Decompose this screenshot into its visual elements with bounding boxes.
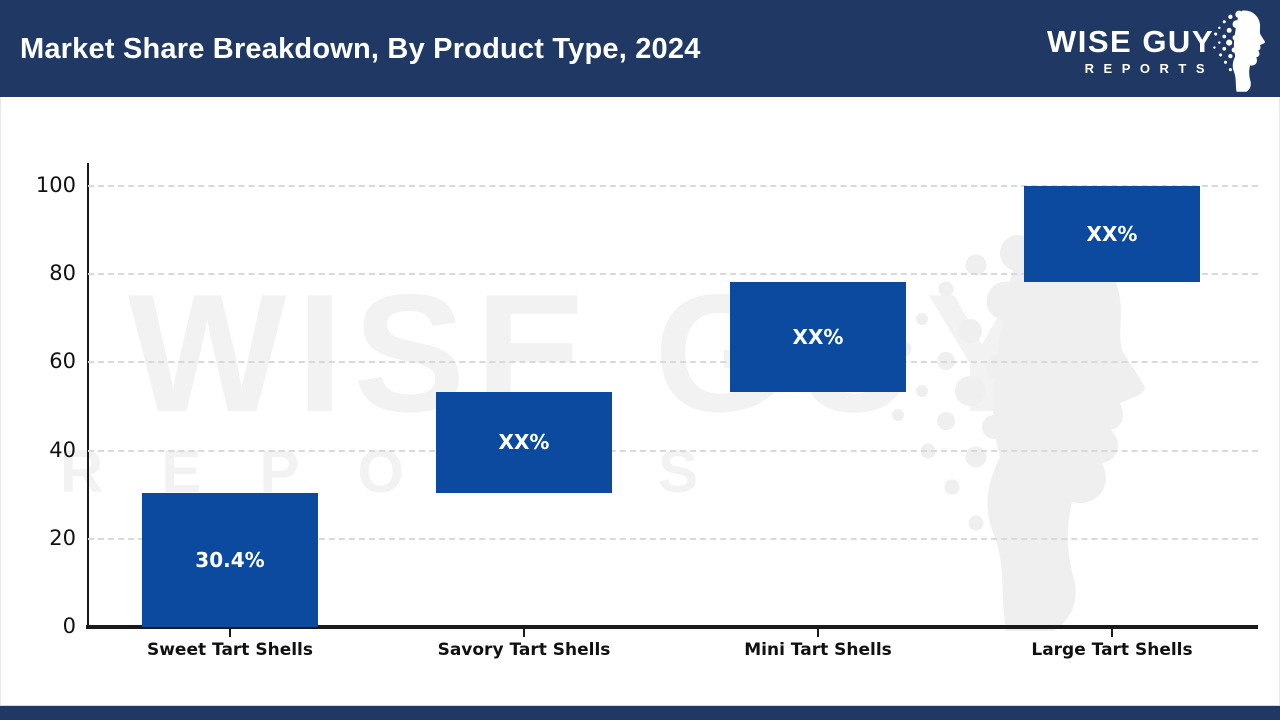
bar-value-label: XX% [792,325,844,350]
bar-sweet-tart-shells: 30.4% [142,492,318,627]
logo-head-icon [1213,10,1265,92]
header-bar: Market Share Breakdown, By Product Type,… [0,0,1280,97]
logo-wordmark: WISE GUY [1046,23,1214,59]
y-tick-label: 100 [35,173,76,197]
x-category-label: Savory Tart Shells [437,640,611,660]
bar-savory-tart-shells: XX% [436,391,612,493]
bar-value-label: XX% [1086,222,1138,247]
x-category-label: Mini Tart Shells [744,640,892,660]
footer-bar [0,705,1280,720]
wise-guy-reports-logo: WISE GUY REPORTS [1047,6,1270,94]
gridline-y20 [88,537,1258,540]
x-category-label: Sweet Tart Shells [146,640,313,660]
logo-text: WISE GUY REPORTS [1046,23,1214,76]
logo-subtext: REPORTS [1084,60,1214,76]
y-tick-label: 60 [49,349,76,374]
gridline-y40 [88,449,1258,452]
y-tick-label: 80 [49,261,76,286]
bar-value-label: 30.4% [195,547,265,572]
gridline-y80 [88,273,1258,276]
chart-title: Market Share Breakdown, By Product Type,… [20,33,701,65]
y-axis-line [87,163,89,629]
y-tick-label: 0 [62,614,76,638]
x-tick-mark [229,629,231,637]
gridline-y60 [88,361,1258,364]
x-tick-mark [1111,629,1113,637]
x-axis-line [86,625,1258,629]
bar-mini-tart-shells: XX% [730,282,906,392]
bar-large-tart-shells: XX% [1024,186,1200,283]
bar-value-label: XX% [498,430,550,455]
gridline-y100 [88,185,1258,187]
x-tick-mark [523,629,525,637]
x-category-label: Large Tart Shells [1031,640,1193,660]
x-tick-mark [817,629,819,637]
y-tick-label: 40 [49,437,76,462]
y-tick-label: 20 [49,525,76,550]
